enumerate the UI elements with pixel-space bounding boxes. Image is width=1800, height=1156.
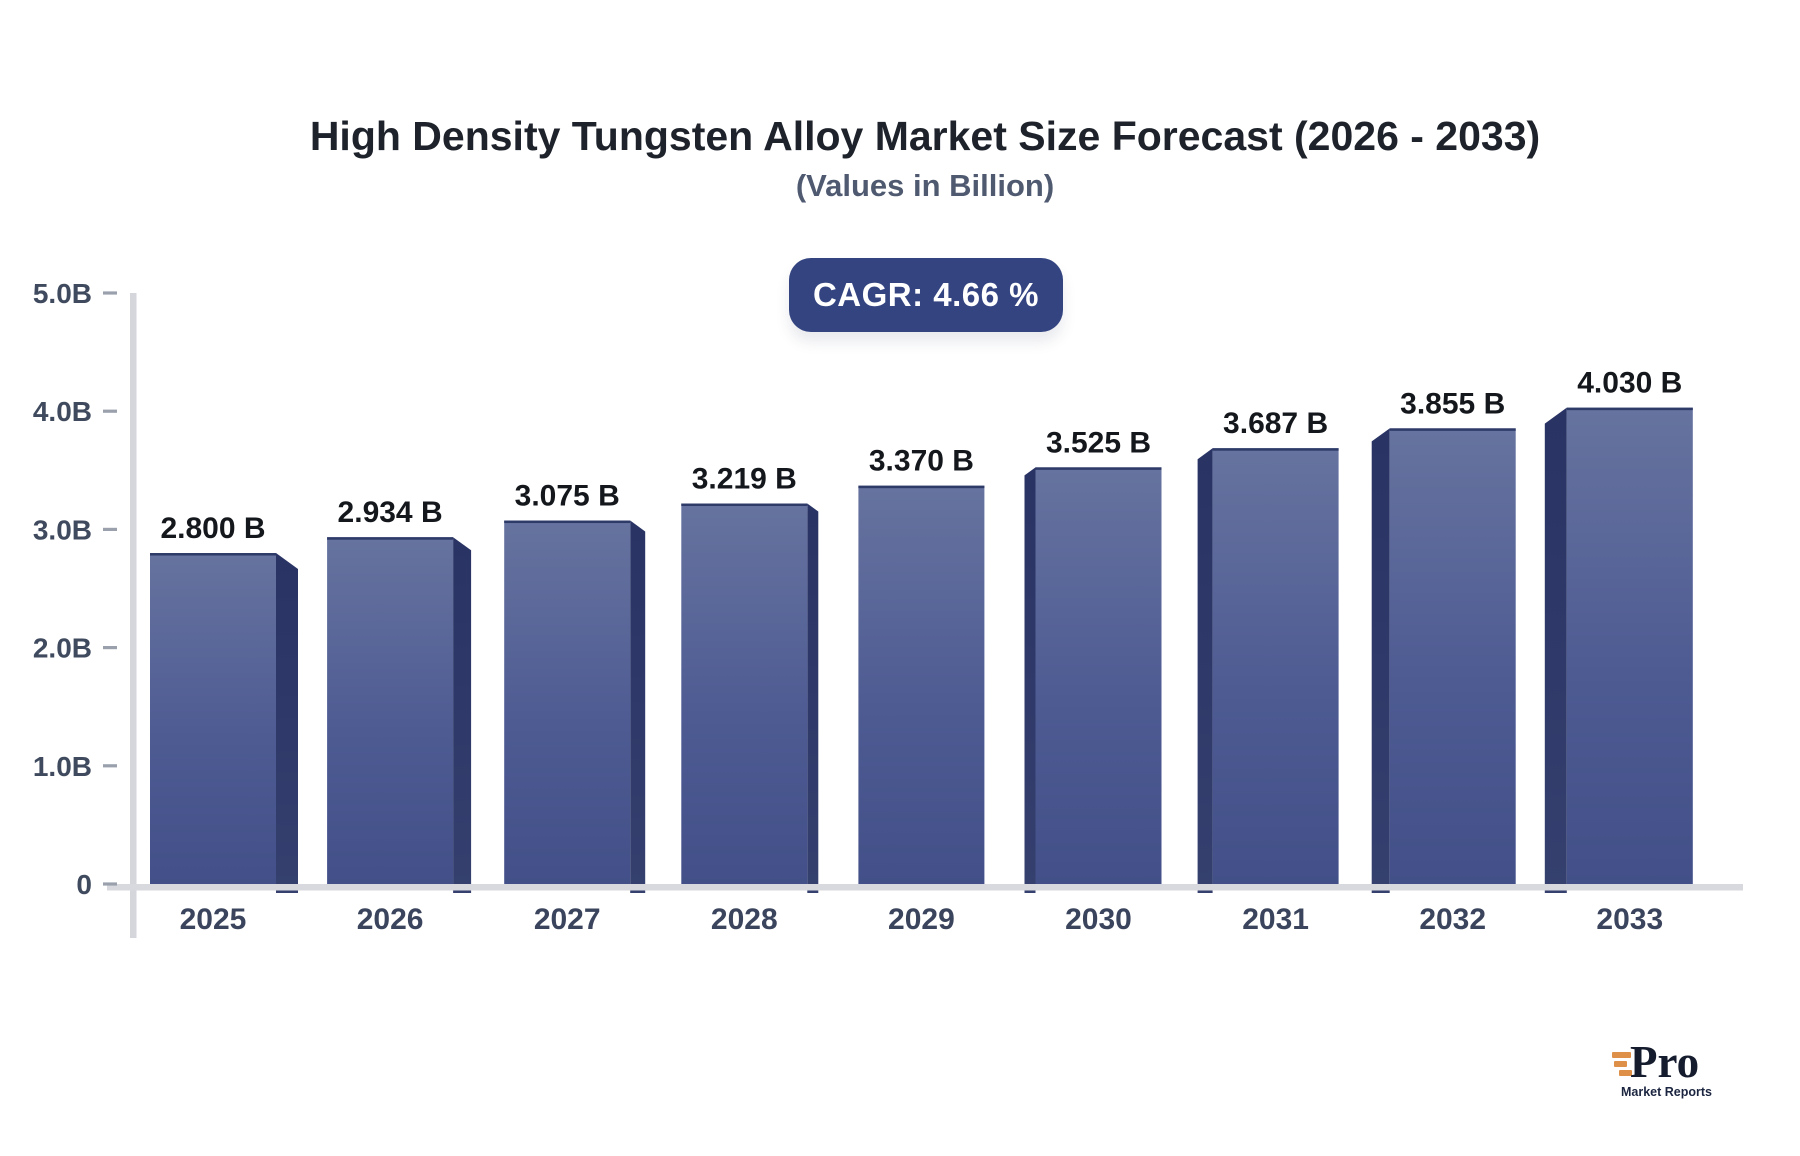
- y-tick-label: 1.0B: [33, 751, 92, 782]
- y-tick-label: 2.0B: [33, 633, 92, 664]
- bar-2032: [1389, 428, 1516, 888]
- x-axis-label: 2028: [711, 903, 778, 936]
- bar-side-face: [276, 553, 298, 893]
- bar-value-label: 3.525 B: [1046, 426, 1151, 459]
- y-tick-dash: [103, 646, 117, 650]
- logo-dash-icon: [1612, 1052, 1631, 1058]
- y-tick-dash: [103, 291, 117, 295]
- chart-title: High Density Tungsten Alloy Market Size …: [309, 113, 1541, 159]
- y-tick-dash: [103, 527, 117, 531]
- bar-top-edge: [1389, 428, 1516, 431]
- chart-subtitle: (Values in Billion): [795, 168, 1055, 203]
- x-axis-baseline: [107, 884, 1743, 891]
- bar-value-label: 3.219 B: [692, 463, 797, 496]
- bar-side-face: [453, 537, 472, 893]
- bar-2033: [1566, 407, 1693, 888]
- bar-side-face: [1197, 448, 1213, 893]
- y-tick-label: 3.0B: [33, 514, 92, 545]
- bar-top-edge: [858, 485, 985, 489]
- bar-top-edge: [1035, 467, 1162, 470]
- x-axis-label: 2027: [534, 903, 601, 936]
- y-tick-dash: [103, 764, 117, 768]
- x-axis-label: 2033: [1596, 903, 1663, 936]
- logo-name: Pro: [1630, 1037, 1700, 1087]
- bar-value-label: 3.687 B: [1223, 407, 1328, 440]
- bar-2029: [858, 485, 985, 888]
- x-axis-label: 2025: [180, 903, 247, 936]
- bar-2028: [681, 503, 808, 888]
- logo-tagline: Market Reports: [1621, 1085, 1712, 1099]
- bar-side-face: [1024, 467, 1036, 893]
- y-axis-line: [130, 293, 137, 938]
- bar-top-edge: [504, 520, 631, 524]
- bar-value-label: 2.934 B: [338, 496, 443, 529]
- y-tick-dash: [103, 882, 117, 886]
- logo-dash-icon: [1614, 1061, 1627, 1067]
- bar-value-label: 2.800 B: [160, 512, 265, 545]
- logo-dash-icon: [1619, 1070, 1632, 1076]
- bar-side-face: [630, 520, 646, 893]
- bar-value-label: 4.030 B: [1577, 367, 1682, 400]
- bar-2026: [327, 537, 454, 888]
- pro-market-reports-logo: Pro Market Reports: [1608, 1037, 1712, 1100]
- bar-top-edge: [1566, 407, 1693, 411]
- bar-value-label: 3.075 B: [515, 480, 620, 513]
- bar-side-face: [807, 503, 819, 893]
- bar-2031: [1212, 448, 1339, 888]
- bar-top-edge: [150, 553, 276, 556]
- bar-2030: [1035, 467, 1162, 888]
- y-tick-label: 5.0B: [33, 278, 92, 309]
- cagr-badge: CAGR: 4.66 %: [789, 258, 1063, 332]
- y-tick-dash: [103, 409, 117, 413]
- bar-top-edge: [327, 537, 454, 540]
- bar-value-label: 3.370 B: [869, 445, 974, 478]
- x-axis-label: 2026: [357, 903, 424, 936]
- bar-side-face: [1544, 407, 1567, 893]
- x-axis-label: 2031: [1242, 903, 1309, 936]
- x-axis-label: 2029: [888, 903, 955, 936]
- bar-side-face: [1371, 428, 1390, 893]
- bar-top-edge: [1212, 448, 1339, 451]
- y-tick-label: 4.0B: [33, 396, 92, 427]
- x-axis-label: 2030: [1065, 903, 1132, 936]
- x-axis-label: 2032: [1419, 903, 1486, 936]
- y-tick-label: 0: [76, 869, 92, 900]
- bar-2025: [150, 553, 276, 888]
- bar-2027: [504, 520, 631, 888]
- bar-value-label: 3.855 B: [1400, 387, 1505, 420]
- bar-top-edge: [681, 503, 808, 507]
